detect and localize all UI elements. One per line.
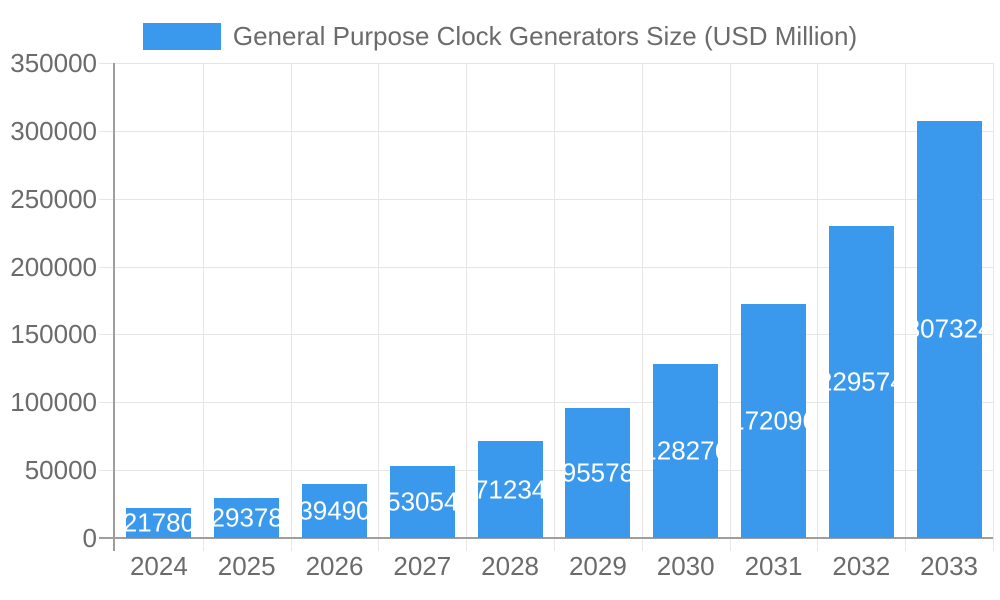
bar-2028[interactable]: 71234 [477,441,543,538]
bar-value-label: 172096 [741,405,806,436]
y-gridline [99,470,993,471]
x-gridline [642,63,643,551]
x-axis-line [99,537,993,539]
x-tick-label: 2033 [920,551,978,581]
y-gridline [99,63,993,64]
bar-2032[interactable]: 229574 [828,226,894,538]
x-gridline [378,63,379,551]
y-gridline [99,199,993,200]
bar-value-label: 29378 [214,502,280,533]
x-tick-label: 2026 [305,551,364,581]
x-tick-label: 2025 [217,551,276,581]
bar-2030[interactable]: 128276 [653,363,719,538]
y-tick-label: 150000 [10,319,97,349]
bar-2031[interactable]: 172096 [741,304,806,538]
legend-swatch [142,22,221,50]
bar-value-label: 95578 [565,457,631,488]
y-tick-label: 300000 [10,116,97,146]
x-gridline [466,63,467,551]
x-gridline [554,63,555,551]
x-tick-label: 2031 [744,551,803,581]
y-axis-line [113,63,115,551]
bar-2029[interactable]: 95578 [565,408,631,538]
legend-label: General Purpose Clock Generators Size (U… [232,21,858,51]
y-tick-label: 100000 [10,387,97,417]
bar-value-label: 307324 [917,313,982,344]
x-gridline [993,63,994,551]
bar-value-label: 53054 [389,486,455,517]
y-gridline [99,334,993,335]
x-gridline [291,63,292,551]
bar-value-label: 39490 [302,495,367,526]
y-tick-label: 200000 [10,252,97,282]
x-gridline [730,63,731,551]
x-tick-label: 2030 [656,551,715,581]
x-tick-label: 2028 [481,551,539,581]
x-gridline [203,63,204,551]
x-tick-label: 2027 [393,551,452,581]
y-gridline [99,267,993,268]
bar-2026[interactable]: 39490 [302,484,367,538]
bar-value-label: 71234 [477,474,543,505]
bar-2025[interactable]: 29378 [214,498,280,538]
x-gridline [817,63,818,551]
y-gridline [99,402,993,403]
y-tick-label: 50000 [24,455,97,485]
x-tick-label: 2024 [129,551,188,581]
x-tick-label: 2032 [832,551,891,581]
bar-value-label: 128276 [653,435,718,466]
x-gridline [905,63,906,551]
bar-value-label: 229574 [829,366,894,397]
legend-item[interactable]: General Purpose Clock Generators Size (U… [0,16,1000,56]
y-tick-label: 250000 [10,184,97,214]
x-tick-label: 2029 [568,551,627,581]
y-tick-label: 350000 [10,48,97,78]
bar-2033[interactable]: 307324 [916,120,982,538]
bar-2024[interactable]: 21780 [126,508,192,538]
bar-value-label: 21780 [126,508,192,538]
y-gridline [99,131,993,132]
y-tick-label: 0 [82,523,97,553]
bar-2027[interactable]: 53054 [389,466,455,538]
